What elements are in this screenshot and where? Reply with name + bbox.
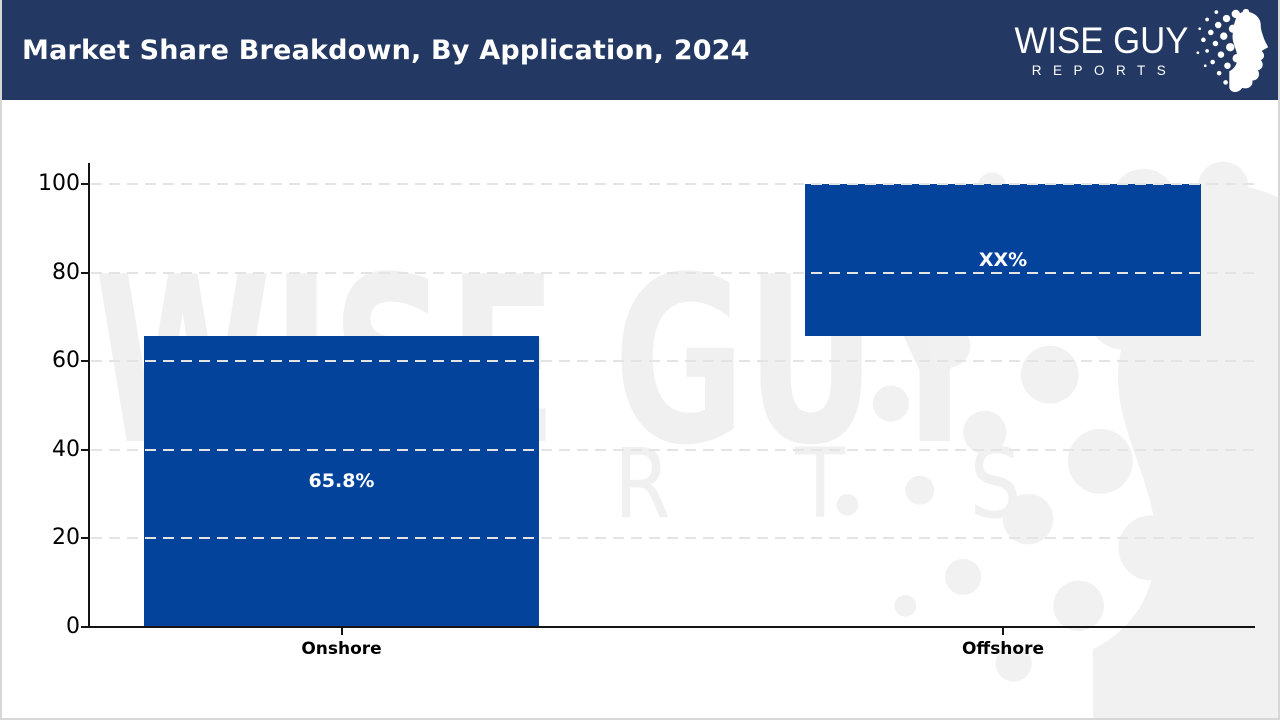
y-axis-tick xyxy=(81,448,89,451)
brand-name: WISE GUY xyxy=(1014,20,1189,61)
bar-offshore: XX% xyxy=(805,184,1201,336)
x-axis-tick xyxy=(340,628,343,635)
y-axis-tick xyxy=(81,537,89,540)
y-axis-tick xyxy=(81,183,89,185)
header-bar: Market Share Breakdown, By Application, … xyxy=(2,0,1278,100)
wiseguy-face-icon xyxy=(1196,8,1270,92)
bar-value-label: 65.8% xyxy=(308,470,375,493)
brand-logo-text: WISE GUY REPORTS xyxy=(1009,22,1194,78)
y-tick-label: 100 xyxy=(38,171,80,196)
y-tick-label: 20 xyxy=(52,525,80,551)
chart-area: WISE GUY R T S 0 20 40 60 80 100 65.8% Onshore X… xyxy=(2,100,1278,718)
y-tick-label: 40 xyxy=(52,436,80,462)
gridline xyxy=(91,183,1255,185)
gridline xyxy=(91,537,1255,540)
gridline xyxy=(91,448,1255,451)
gridline xyxy=(91,271,1255,274)
y-axis-tick xyxy=(81,271,89,274)
gridline xyxy=(91,360,1255,363)
x-axis-label-onshore: Onshore xyxy=(301,639,382,659)
x-axis-tick xyxy=(1002,628,1004,635)
y-axis-line xyxy=(88,163,90,628)
bar-onshore: 65.8% xyxy=(144,335,539,627)
brand-subtitle: REPORTS xyxy=(1031,63,1178,78)
x-axis-label-offshore: Offshore xyxy=(961,639,1045,659)
y-tick-label: 0 xyxy=(66,614,80,639)
y-axis-tick xyxy=(81,626,89,628)
x-axis-line xyxy=(88,626,1255,628)
brand-logo: WISE GUY REPORTS xyxy=(1009,7,1270,93)
bar-value-label: XX% xyxy=(978,248,1028,271)
y-tick-label: 60 xyxy=(52,348,80,374)
y-tick-label: 80 xyxy=(52,259,80,285)
y-axis-tick xyxy=(81,360,89,363)
page-title: Market Share Breakdown, By Application, … xyxy=(22,34,750,66)
